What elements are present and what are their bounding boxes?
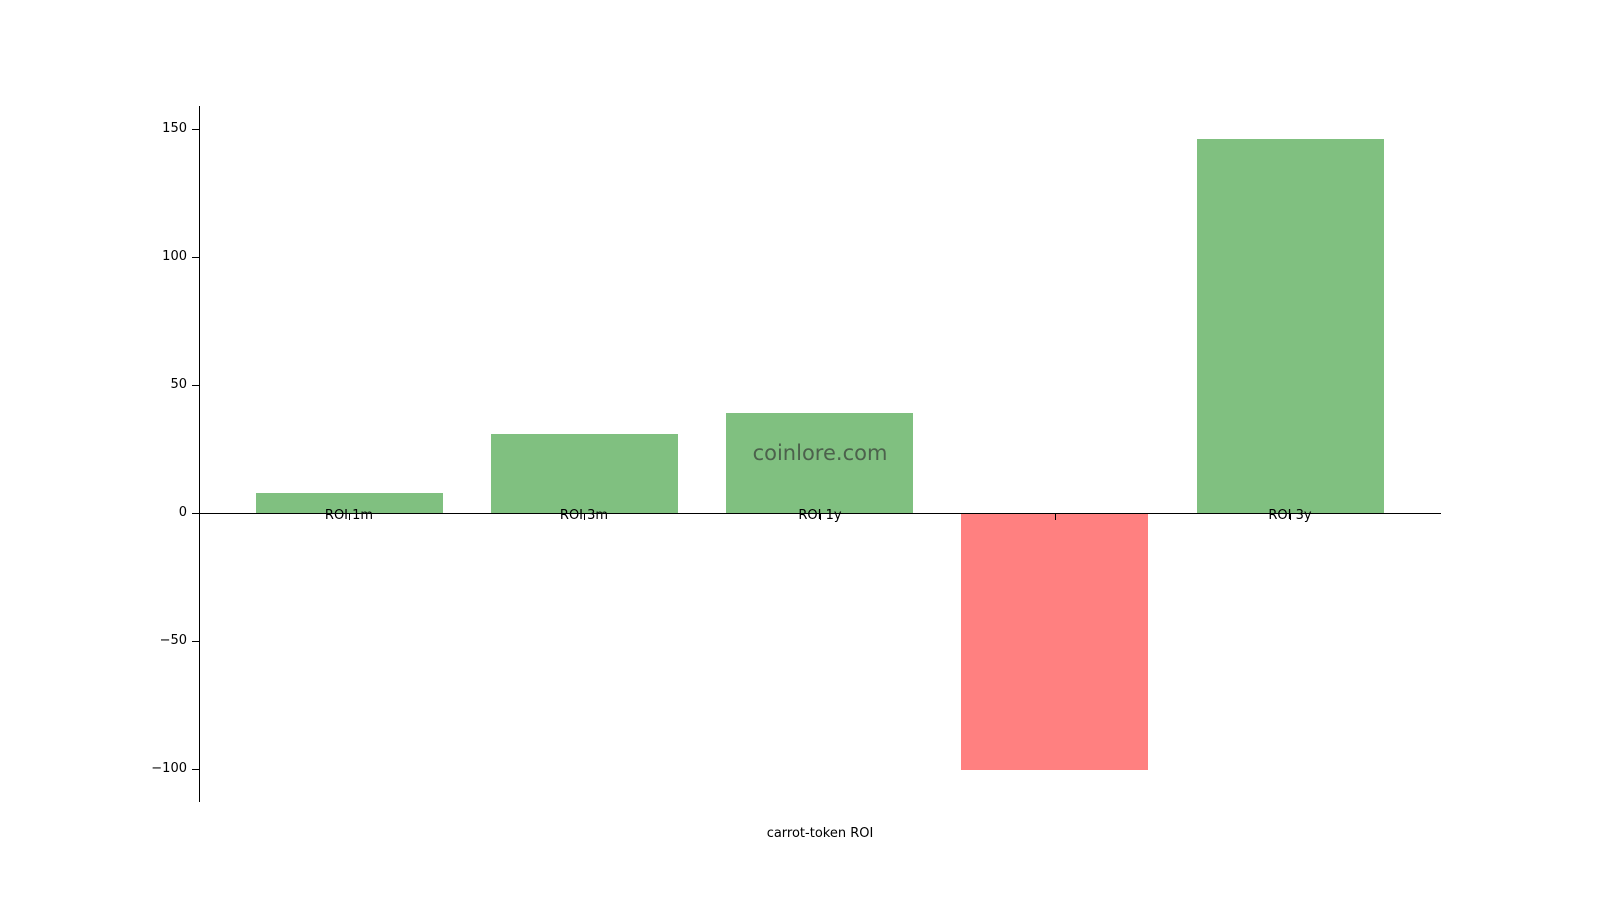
x-tick-label: ROI 1m: [324, 508, 374, 523]
x-tick-label: ROI 3y: [1268, 508, 1312, 523]
y-tick-label: 100: [162, 249, 187, 264]
y-tick-label: 150: [162, 121, 187, 136]
chart-title: carrot-token ROI: [766, 826, 874, 841]
y-tick-label: −50: [159, 633, 187, 648]
x-tick-label: ROI 1y: [798, 508, 842, 523]
y-tick-mark: [192, 385, 199, 386]
bar-roi-3y: [1197, 139, 1384, 513]
y-tick-label: 50: [170, 377, 187, 392]
bar-roi-1m: [256, 493, 443, 513]
y-tick-mark: [192, 513, 199, 514]
x-tick-mark: [820, 514, 821, 520]
y-tick-mark: [192, 129, 199, 130]
x-axis-line: [199, 513, 1441, 514]
bar-roi-1y: [726, 413, 913, 513]
y-tick-label: −100: [151, 761, 187, 776]
x-tick-mark: [584, 514, 585, 520]
y-tick-mark: [192, 641, 199, 642]
bar-roi-3m: [491, 434, 678, 513]
y-tick-mark: [192, 769, 199, 770]
watermark: coinlore.com: [752, 441, 888, 465]
x-tick-mark: [1055, 514, 1056, 520]
bar-unlabeled: [961, 514, 1148, 770]
y-tick-label: 0: [178, 505, 187, 520]
y-axis-line: [199, 106, 200, 802]
x-tick-label: ROI 3m: [559, 508, 609, 523]
y-tick-mark: [192, 257, 199, 258]
x-tick-mark: [1290, 514, 1291, 520]
x-tick-mark: [349, 514, 350, 520]
